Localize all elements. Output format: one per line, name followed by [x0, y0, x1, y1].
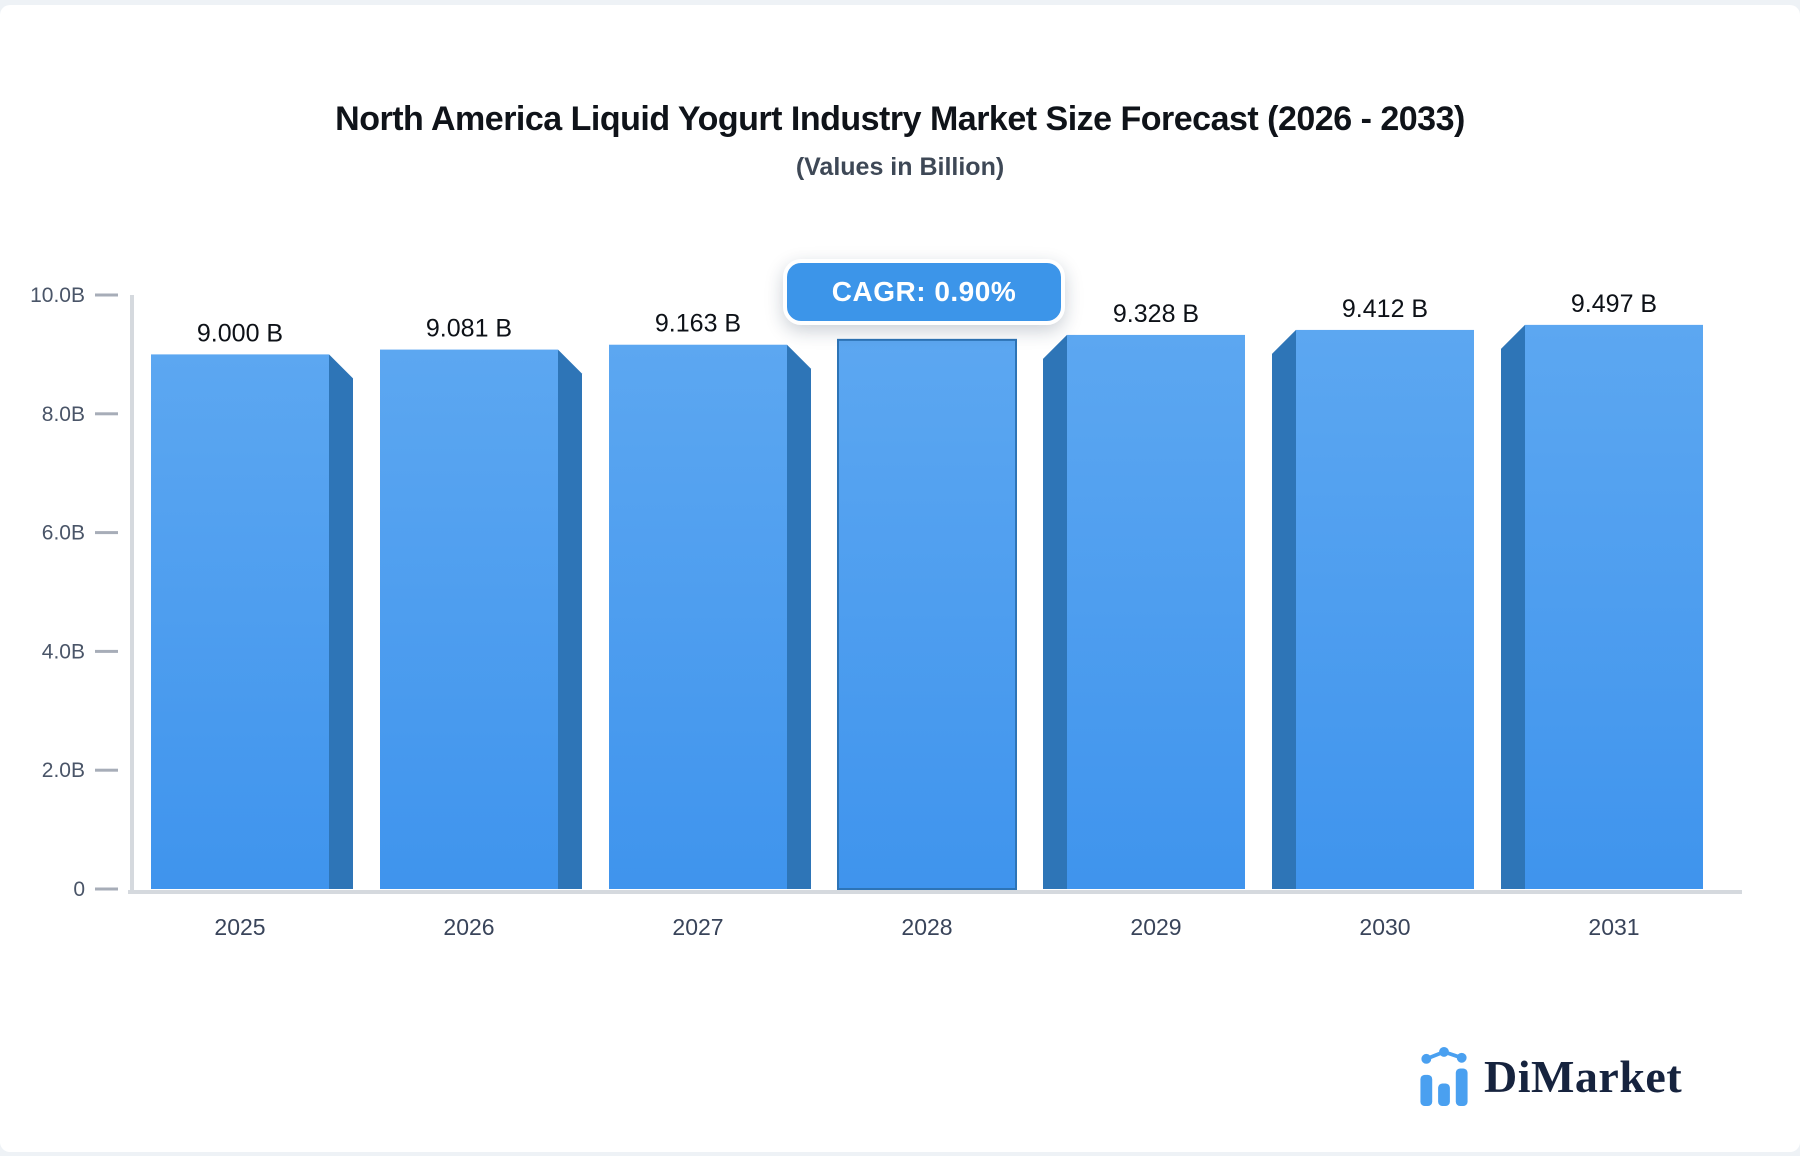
y-axis-tick	[95, 649, 118, 653]
logo-bar	[1455, 1068, 1468, 1106]
x-axis-label: 2029	[1130, 914, 1181, 940]
bar-value-label: 9.497 B	[1571, 290, 1657, 318]
logo-dot	[1456, 1052, 1467, 1063]
chart-subtitle: (Values in Billion)	[795, 153, 1005, 181]
y-axis-tick-label: 2.0B	[42, 759, 85, 782]
brand-logo[interactable]: DiMarket	[1418, 1045, 1682, 1107]
logo-bar	[1420, 1074, 1433, 1106]
logo-dot	[1421, 1053, 1432, 1064]
bar-value-label: 9.000 B	[197, 319, 283, 347]
bar-2028[interactable]	[837, 338, 1017, 890]
bar-side-3d	[1272, 329, 1296, 889]
bar-2029[interactable]	[1067, 334, 1245, 889]
x-axis-label: 2031	[1588, 914, 1639, 940]
x-axis-label: 2025	[214, 914, 265, 940]
brand-logo-text: DiMarket	[1484, 1050, 1683, 1102]
x-axis-label: 2030	[1359, 914, 1410, 940]
bar-chart-plot: 0 2.0B 4.0B 6.0B 8.0B 10.0B 9.000 B 2025 9.081 B…	[30, 284, 1742, 940]
logo-dot	[1439, 1046, 1449, 1057]
bar-side-3d	[1043, 334, 1067, 889]
x-axis-label: 2026	[443, 914, 494, 940]
bar-2025[interactable]	[151, 354, 329, 889]
y-axis-tick	[95, 293, 118, 297]
y-axis-tick	[95, 531, 118, 535]
bar-value-label: 9.081 B	[426, 315, 512, 343]
bar-2031[interactable]	[1525, 324, 1703, 890]
y-axis-line	[130, 295, 134, 893]
cagr-badge: CAGR: 0.90%	[783, 259, 1065, 325]
x-axis-label: 2028	[901, 914, 952, 940]
bar-side-3d	[787, 344, 811, 890]
bar-2027[interactable]	[609, 344, 787, 890]
y-axis-tick	[95, 768, 118, 772]
y-axis-tick-label: 4.0B	[42, 640, 85, 663]
cagr-badge-label: CAGR: 0.90%	[831, 276, 1017, 307]
bar-side-3d	[1501, 324, 1525, 890]
y-axis-tick-label: 10.0B	[30, 284, 85, 307]
y-axis-tick	[95, 887, 118, 891]
logo-bar	[1438, 1083, 1450, 1106]
dimarket-logo-icon	[1420, 1046, 1468, 1106]
chart-title: North America Liquid Yogurt Industry Mar…	[335, 100, 1465, 138]
x-axis-line	[128, 890, 1742, 894]
y-axis-tick-label: 8.0B	[42, 403, 85, 426]
y-axis-tick	[95, 412, 118, 416]
bar-value-label: 9.328 B	[1113, 300, 1199, 328]
y-axis-tick-label: 0	[73, 878, 85, 901]
bar-value-label: 9.163 B	[655, 310, 741, 338]
bar-side-3d	[329, 354, 353, 889]
chart-card: North America Liquid Yogurt Industry Mar…	[0, 5, 1800, 1152]
x-axis-label: 2027	[672, 914, 723, 940]
bar-value-label: 9.412 B	[1342, 295, 1428, 323]
y-axis-tick-label: 6.0B	[42, 522, 85, 545]
bar-2026[interactable]	[380, 349, 558, 889]
bar-2030[interactable]	[1296, 329, 1474, 889]
bar-side-3d	[558, 349, 582, 889]
